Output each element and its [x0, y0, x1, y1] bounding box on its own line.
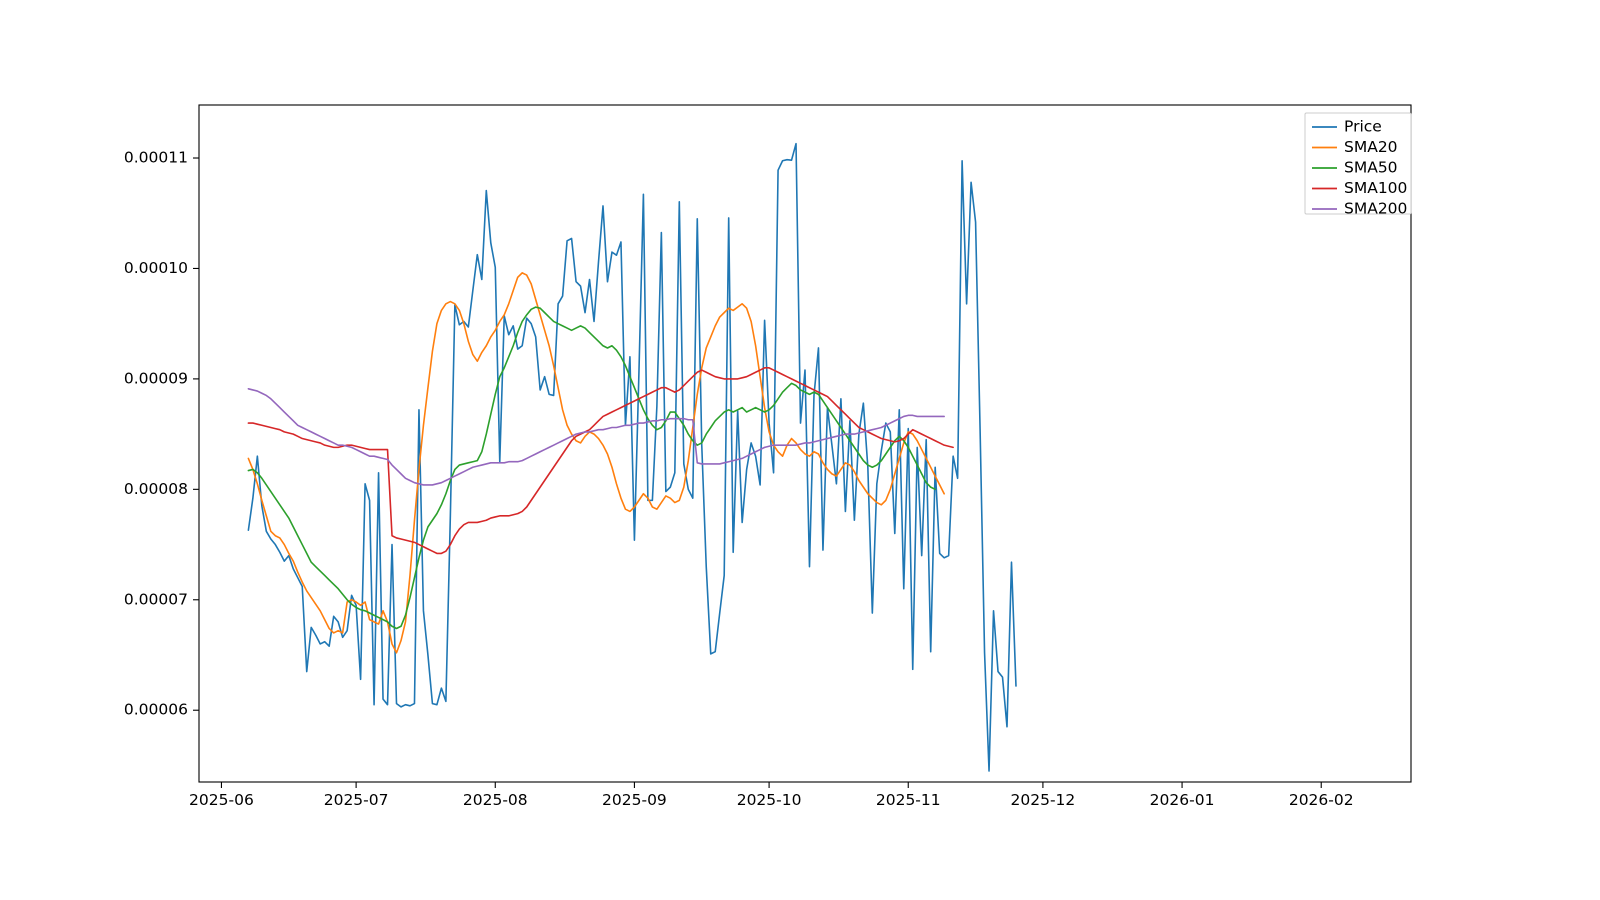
series-line-sma100 [247, 367, 954, 555]
y-tick-label: 0.00007 [124, 590, 188, 608]
series-group [247, 142, 1017, 772]
legend-label-sma100: SMA100 [1344, 179, 1407, 197]
plot-area-border [198, 104, 1412, 783]
series-line-sma20 [247, 272, 945, 654]
y-tick-label: 0.00006 [124, 701, 188, 719]
axes-spines [198, 104, 1412, 783]
axis-ticks [193, 157, 1322, 788]
x-tick-label: 2025-12 [1011, 791, 1076, 809]
x-tick-label: 2026-02 [1289, 791, 1354, 809]
x-tick-label: 2026-01 [1150, 791, 1215, 809]
y-tick-label: 0.00008 [124, 480, 188, 498]
legend-label-price: Price [1344, 118, 1382, 136]
x-tick-label: 2025-08 [463, 791, 528, 809]
y-tick-label: 0.00011 [124, 149, 188, 167]
series-line-price [247, 142, 1017, 772]
y-tick-label: 0.00010 [124, 259, 188, 277]
legend-label-sma200: SMA200 [1344, 200, 1407, 218]
y-tick-label: 0.00009 [124, 369, 188, 387]
x-axis-tick-labels: 2025-06 2025-07 2025-08 2025-09 2025-10 2025-… [189, 791, 1354, 809]
legend-label-sma20: SMA20 [1344, 138, 1398, 156]
x-tick-label: 2025-09 [602, 791, 667, 809]
series-line-sma50 [247, 306, 936, 630]
x-tick-label: 2025-11 [876, 791, 941, 809]
x-tick-label: 2025-10 [737, 791, 802, 809]
y-axis-tick-labels: 0.00006 0.00007 0.00008 0.00009 0.00010 0.000… [124, 149, 188, 719]
series-line-sma200 [247, 388, 945, 486]
chart-legend[interactable]: Price SMA20 SMA50 SMA100 SMA200 [1304, 112, 1412, 218]
x-tick-label: 2025-06 [189, 791, 254, 809]
x-tick-label: 2025-07 [324, 791, 389, 809]
legend-label-sma50: SMA50 [1344, 159, 1398, 177]
